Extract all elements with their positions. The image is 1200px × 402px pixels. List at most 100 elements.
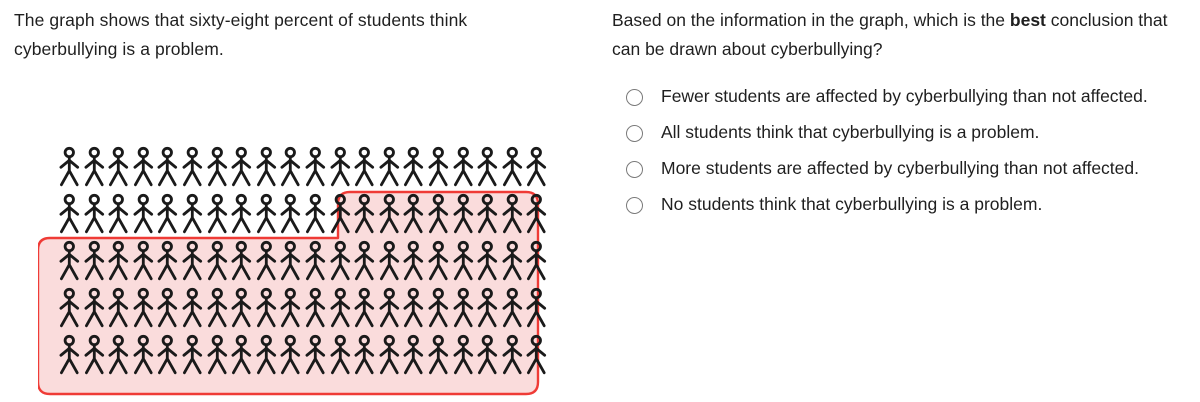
person-figure-icon [502,334,522,375]
radio-button-icon[interactable] [626,197,643,214]
answer-choice-list: Fewer students are affected by cyberbull… [612,82,1200,226]
radio-button-icon[interactable] [626,89,643,106]
person-figure-icon [477,193,498,234]
person-figure-icon [526,146,547,187]
person-figure-icon [502,193,522,234]
person-figure-icon [280,287,301,328]
person-figure-icon [108,146,129,187]
person-figure-icon [182,146,203,187]
person-figure-icon [84,240,104,281]
person-figure-icon [502,146,522,187]
person-figure-icon [280,146,301,187]
person-figure-icon [379,193,399,234]
person-figure-icon [502,240,522,281]
radio-button-icon[interactable] [626,125,643,142]
person-figure-icon [428,146,448,187]
person-figure-icon [428,240,448,281]
person-figure-icon [502,287,522,328]
person-figure-icon [403,240,424,281]
person-figure-icon [59,334,80,375]
person-figure-icon [330,193,350,234]
person-figure-icon [403,287,424,328]
answer-choice-label[interactable]: More students are affected by cyberbully… [661,158,1139,178]
person-figure-icon [526,287,547,328]
person-figure-icon [231,193,252,234]
question-prompt-suffix: conclusion that can be drawn about cyber… [612,10,1168,59]
person-figure-icon [157,334,178,375]
pictograph-row [57,240,549,282]
question-prompt-prefix: Based on the information in the graph, w… [612,10,1010,30]
answer-choice-label[interactable]: All students think that cyberbullying is… [661,122,1040,142]
person-figure-icon [231,334,252,375]
person-figure-icon [84,287,104,328]
person-figure-icon [108,287,129,328]
person-figure-icon [231,287,252,328]
person-figure-icon [379,240,399,281]
answer-choice-label[interactable]: No students think that cyberbullying is … [661,194,1043,214]
person-figure-icon [403,193,424,234]
person-figure-icon [157,240,178,281]
person-figure-icon [477,287,498,328]
person-figure-icon [280,334,301,375]
person-figure-icon [108,240,129,281]
person-figure-icon [256,240,276,281]
person-figure-icon [305,193,326,234]
person-figure-icon [133,334,153,375]
person-figure-icon [108,334,129,375]
person-figure-icon [133,287,153,328]
person-figure-icon [207,334,227,375]
person-figure-icon [256,193,276,234]
person-figure-icon [354,240,375,281]
pictograph-row [57,193,549,235]
answer-choice-3[interactable]: No students think that cyberbullying is … [612,190,1200,220]
pictograph-rows [38,138,578,402]
question-prompt: Based on the information in the graph, w… [612,6,1200,64]
pictograph-row [57,146,549,188]
pictograph-row [57,287,549,329]
person-figure-icon [403,334,424,375]
person-figure-icon [330,287,350,328]
person-figure-icon [207,287,227,328]
person-figure-icon [157,146,178,187]
answer-choice-0[interactable]: Fewer students are affected by cyberbull… [612,82,1200,112]
person-figure-icon [379,334,399,375]
person-figure-icon [526,193,547,234]
person-figure-icon [280,193,301,234]
answer-choice-label[interactable]: Fewer students are affected by cyberbull… [661,86,1148,106]
person-figure-icon [59,193,80,234]
person-figure-icon [207,240,227,281]
person-figure-icon [379,287,399,328]
pictograph-chart [38,138,578,402]
person-figure-icon [526,240,547,281]
person-figure-icon [84,334,104,375]
question-panel: Based on the information in the graph, w… [608,0,1200,402]
person-figure-icon [403,146,424,187]
person-figure-icon [379,146,399,187]
person-figure-icon [231,240,252,281]
person-figure-icon [133,193,153,234]
person-figure-icon [84,146,104,187]
person-figure-icon [256,287,276,328]
person-figure-icon [182,240,203,281]
person-figure-icon [207,146,227,187]
person-figure-icon [305,287,326,328]
person-figure-icon [453,287,473,328]
person-figure-icon [280,240,301,281]
person-figure-icon [84,193,104,234]
person-figure-icon [477,334,498,375]
question-prompt-emphasis: best [1009,10,1046,30]
person-figure-icon [59,287,80,328]
answer-choice-1[interactable]: All students think that cyberbullying is… [612,118,1200,148]
person-figure-icon [182,193,203,234]
person-figure-icon [453,334,473,375]
person-figure-icon [305,334,326,375]
person-figure-icon [305,146,326,187]
pictograph-row [57,334,549,376]
person-figure-icon [330,146,350,187]
person-figure-icon [133,240,153,281]
person-figure-icon [231,146,252,187]
answer-choice-2[interactable]: More students are affected by cyberbully… [612,154,1200,184]
radio-button-icon[interactable] [626,161,643,178]
person-figure-icon [428,193,448,234]
person-figure-icon [108,193,129,234]
